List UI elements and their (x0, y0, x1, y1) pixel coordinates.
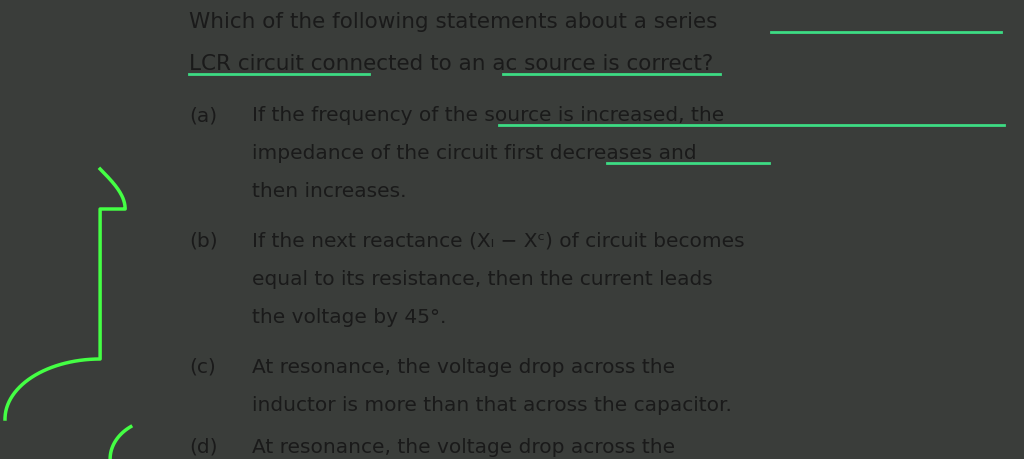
Text: At resonance, the voltage drop across the: At resonance, the voltage drop across th… (252, 357, 675, 376)
Text: Which of the following statements about a series: Which of the following statements about … (189, 12, 718, 32)
Text: If the next reactance (Xₗ − Xᶜ) of circuit becomes: If the next reactance (Xₗ − Xᶜ) of circu… (252, 231, 744, 251)
Text: the voltage by 45°.: the voltage by 45°. (252, 308, 446, 326)
Text: (a): (a) (189, 106, 217, 125)
Text: If the frequency of the source is increased, the: If the frequency of the source is increa… (252, 106, 724, 125)
Text: (b): (b) (189, 231, 218, 251)
Text: equal to its resistance, then the current leads: equal to its resistance, then the curren… (252, 269, 713, 288)
Text: impedance of the circuit first decreases and: impedance of the circuit first decreases… (252, 144, 696, 162)
Text: (c): (c) (189, 357, 216, 376)
Text: At resonance, the voltage drop across the: At resonance, the voltage drop across th… (252, 437, 675, 456)
Text: inductor is more than that across the capacitor.: inductor is more than that across the ca… (252, 395, 732, 414)
Text: LCR circuit connected to an ac source is correct?: LCR circuit connected to an ac source is… (189, 54, 714, 74)
Text: (d): (d) (189, 437, 218, 456)
Text: then increases.: then increases. (252, 182, 407, 201)
